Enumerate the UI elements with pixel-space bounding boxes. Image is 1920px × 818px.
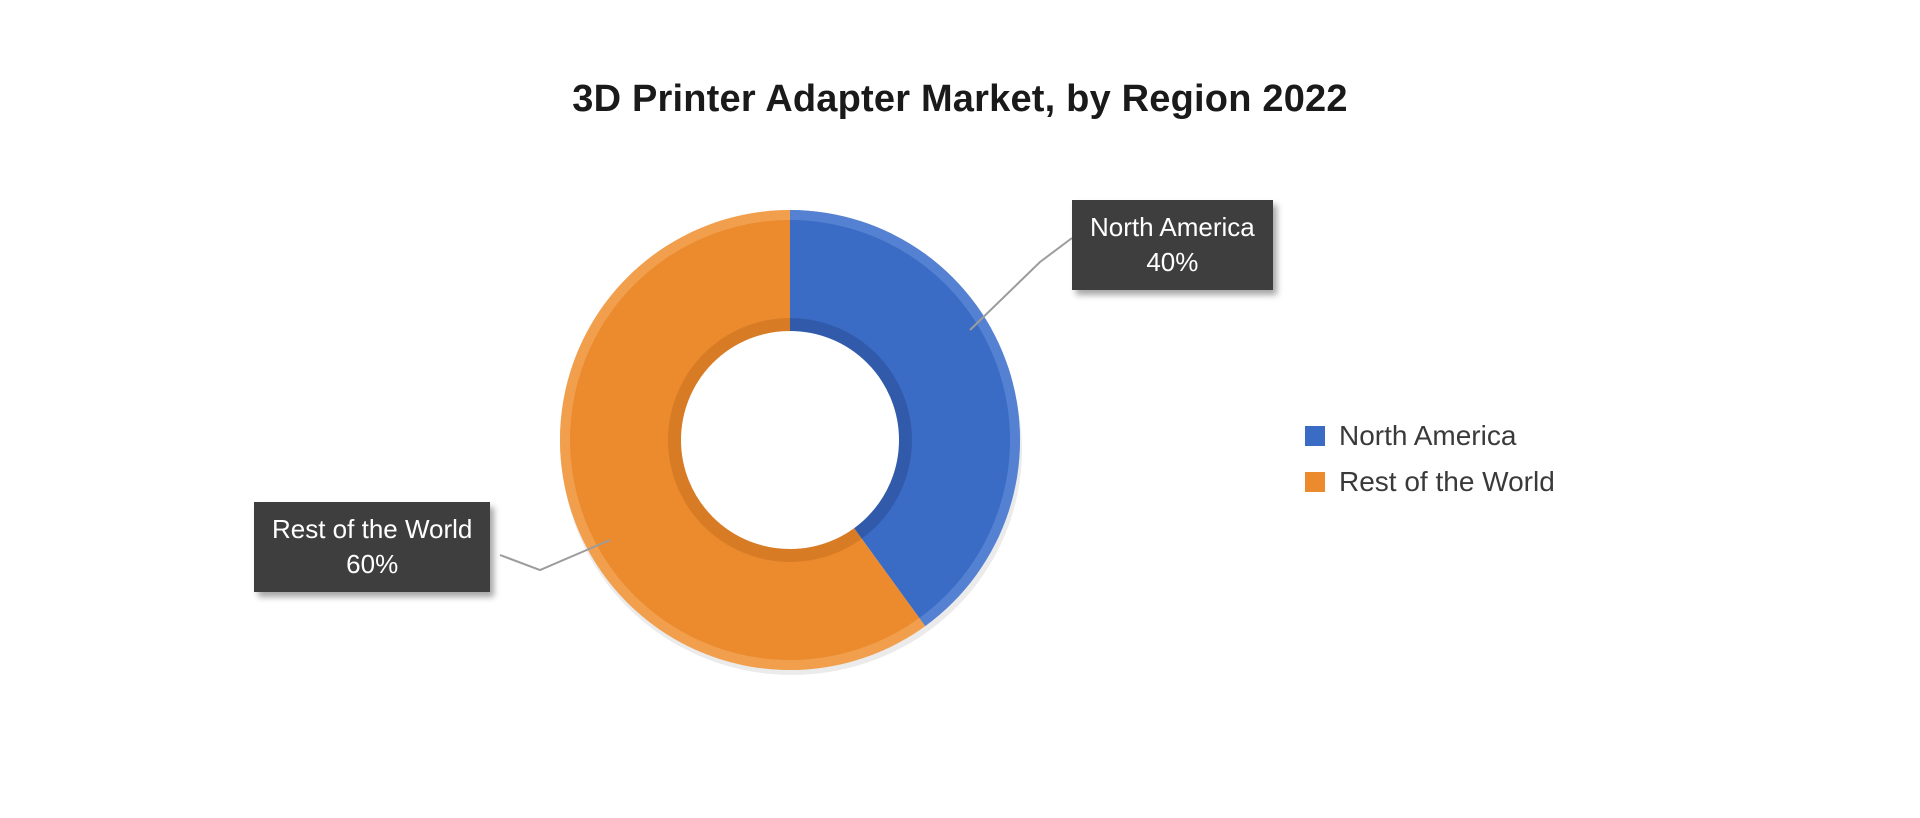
donut-chart bbox=[540, 190, 1040, 690]
callout-north-america: North America 40% bbox=[1072, 200, 1273, 290]
callout-label: Rest of the World bbox=[272, 514, 472, 544]
legend-item: Rest of the World bbox=[1305, 466, 1555, 498]
callout-percent: 60% bbox=[272, 547, 472, 582]
legend-item: North America bbox=[1305, 420, 1555, 452]
callout-label: North America bbox=[1090, 212, 1255, 242]
callout-rest-of-world: Rest of the World 60% bbox=[254, 502, 490, 592]
legend-label: North America bbox=[1339, 420, 1516, 452]
legend-label: Rest of the World bbox=[1339, 466, 1555, 498]
chart-title: 3D Printer Adapter Market, by Region 202… bbox=[0, 78, 1920, 121]
legend-swatch bbox=[1305, 472, 1325, 492]
callout-percent: 40% bbox=[1090, 245, 1255, 280]
legend-swatch bbox=[1305, 426, 1325, 446]
legend: North America Rest of the World bbox=[1305, 420, 1555, 512]
